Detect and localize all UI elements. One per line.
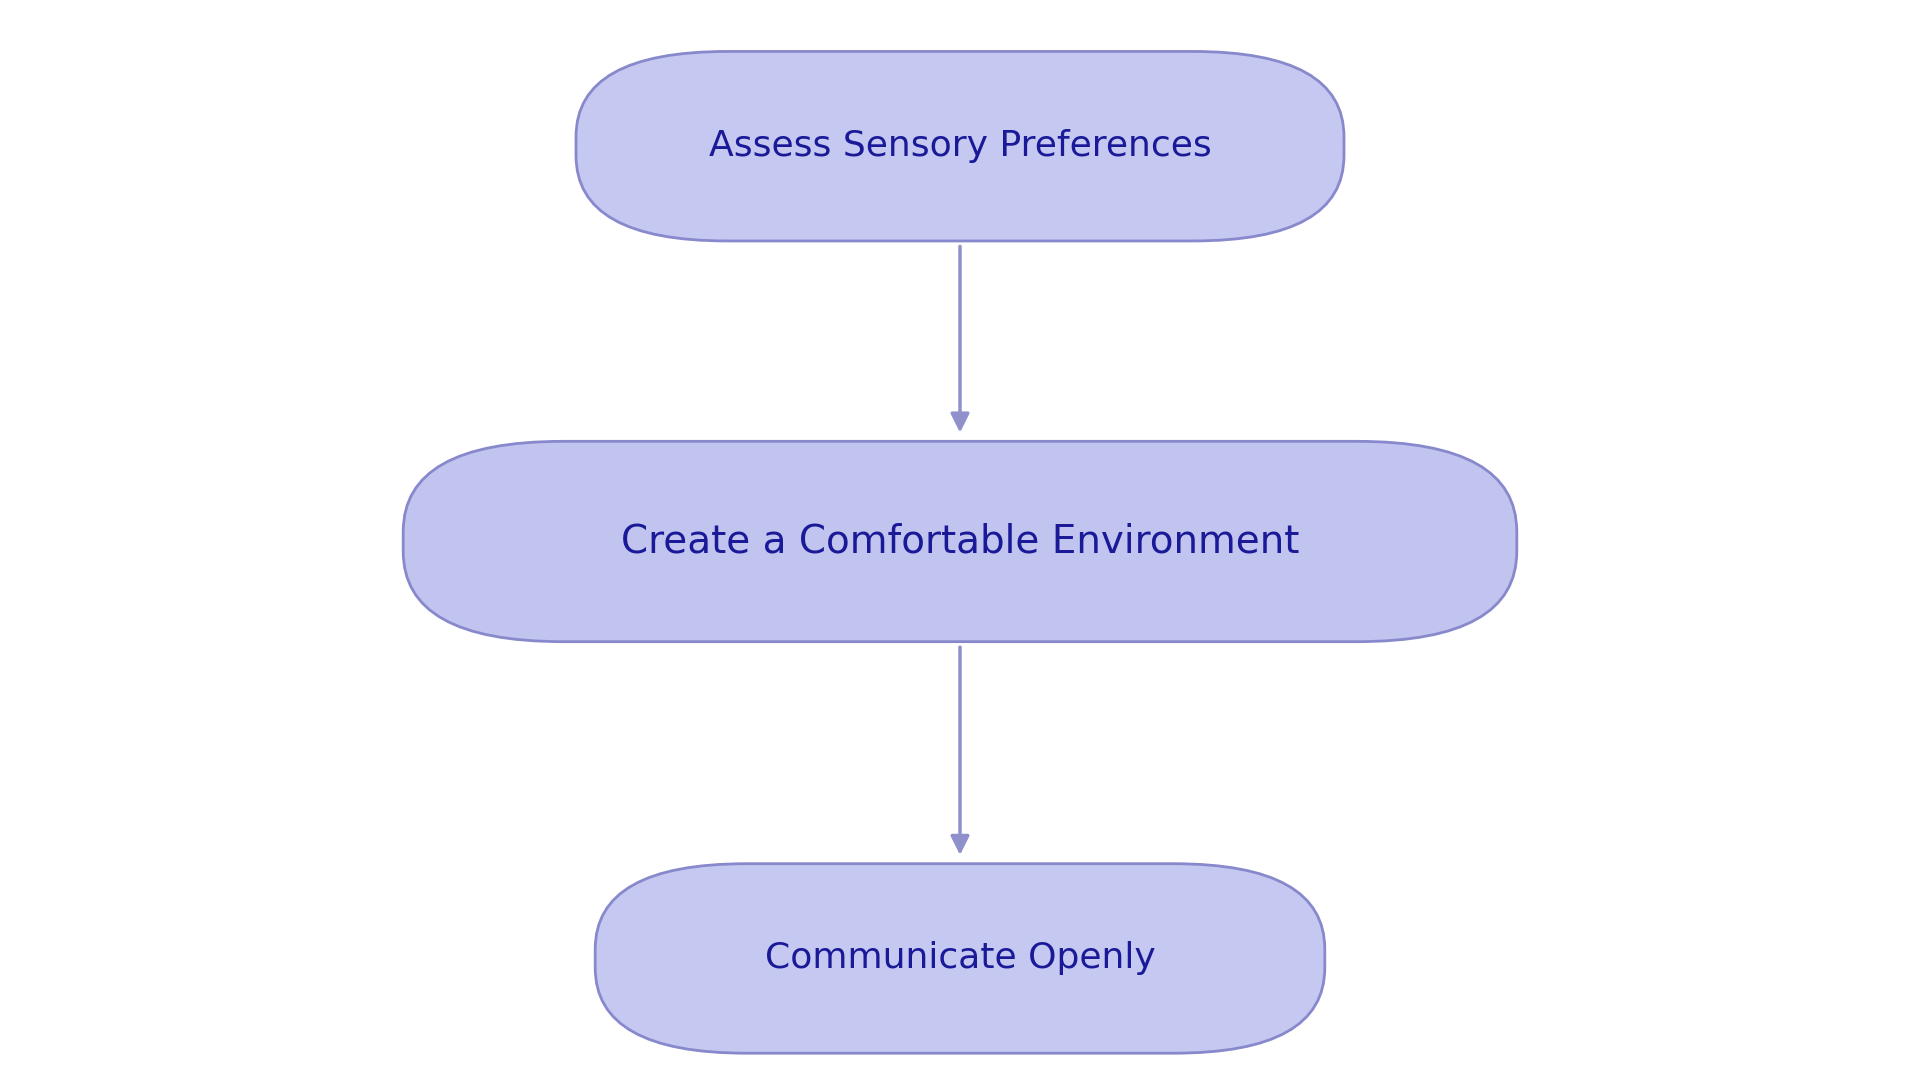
Text: Communicate Openly: Communicate Openly bbox=[764, 941, 1156, 976]
FancyBboxPatch shape bbox=[576, 52, 1344, 242]
Text: Assess Sensory Preferences: Assess Sensory Preferences bbox=[708, 129, 1212, 164]
FancyBboxPatch shape bbox=[595, 864, 1325, 1053]
FancyBboxPatch shape bbox=[403, 442, 1517, 641]
Text: Create a Comfortable Environment: Create a Comfortable Environment bbox=[620, 522, 1300, 561]
